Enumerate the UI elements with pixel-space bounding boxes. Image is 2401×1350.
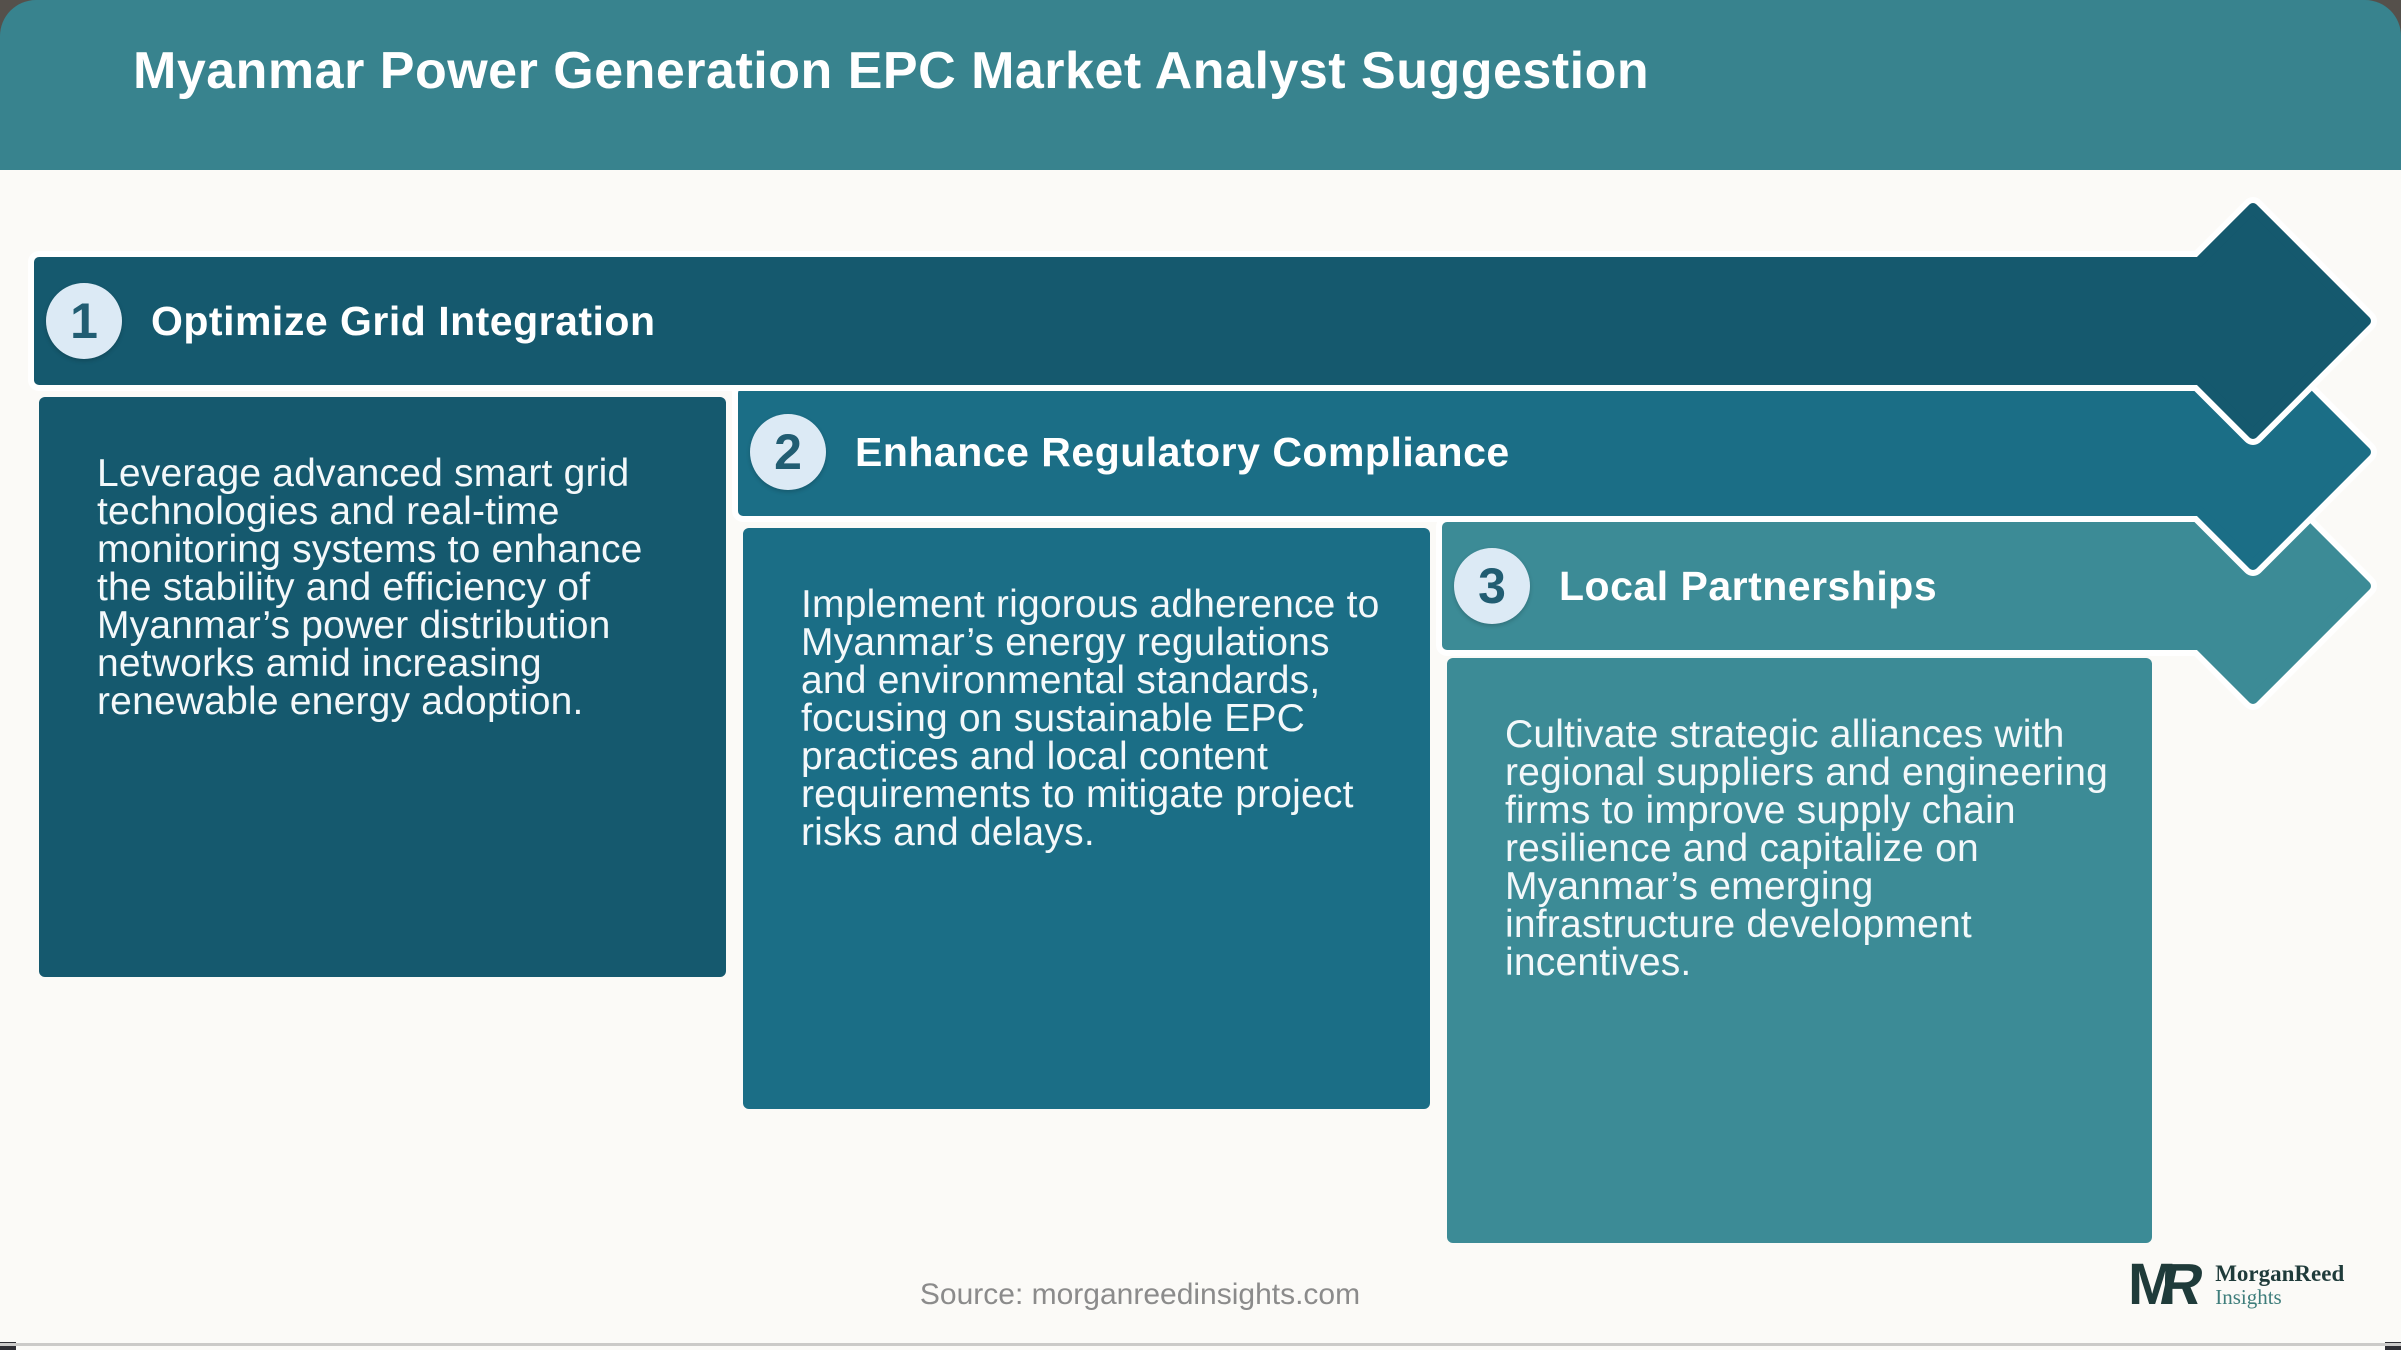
step-banner-1: 1 Optimize Grid Integration [39,262,1439,380]
step-heading-1: Optimize Grid Integration [151,297,656,344]
brand-logo: M R MorganReed Insights [2128,1252,2344,1317]
background-corner [0,1342,16,1350]
arrow-shape-2 [732,328,2377,576]
step-number-badge-2: 2 [750,414,826,490]
step-card-1: Leverage advanced smart grid technologie… [39,397,726,977]
arrow-shape-3 [1436,462,2377,710]
step-number-badge-1: 1 [46,283,122,359]
step-body-3: Cultivate strategic alliances with regio… [1505,713,2109,984]
step-banner-3: 3 Local Partnerships [1447,527,2207,645]
background-corner [2385,1342,2401,1350]
mr-monogram-icon: M R [2128,1252,2210,1317]
source-text: Source: morganreedinsights.com [919,1278,1361,1311]
arrow-1-fill [34,203,2371,439]
page-title: Myanmar Power Generation EPC Market Anal… [133,42,1650,100]
brand-subtitle: Insights [2215,1285,2282,1310]
step-body-2: Implement rigorous adherence to Myanmar’… [801,583,1380,854]
arrow-shape-1 [28,197,2377,445]
step-heading-2: Enhance Regulatory Compliance [855,428,1510,475]
step-body-1: Leverage advanced smart grid technologie… [97,452,643,723]
step-card-3: Cultivate strategic alliances with regio… [1447,658,2152,1243]
monogram-letter-m: M [2128,1252,2177,1317]
step-banner-2: 2 Enhance Regulatory Compliance [743,393,1843,511]
brand-name: MorganReed [2215,1260,2345,1286]
step-card-2: Implement rigorous adherence to Myanmar’… [743,528,1430,1109]
step-heading-3: Local Partnerships [1559,562,1938,609]
brand-logo-text: MorganReed Insights [2215,1261,2344,1309]
title-bar: Myanmar Power Generation EPC Market Anal… [0,0,2401,170]
step-number-badge-3: 3 [1454,548,1530,624]
footer-divider [0,1343,2401,1346]
